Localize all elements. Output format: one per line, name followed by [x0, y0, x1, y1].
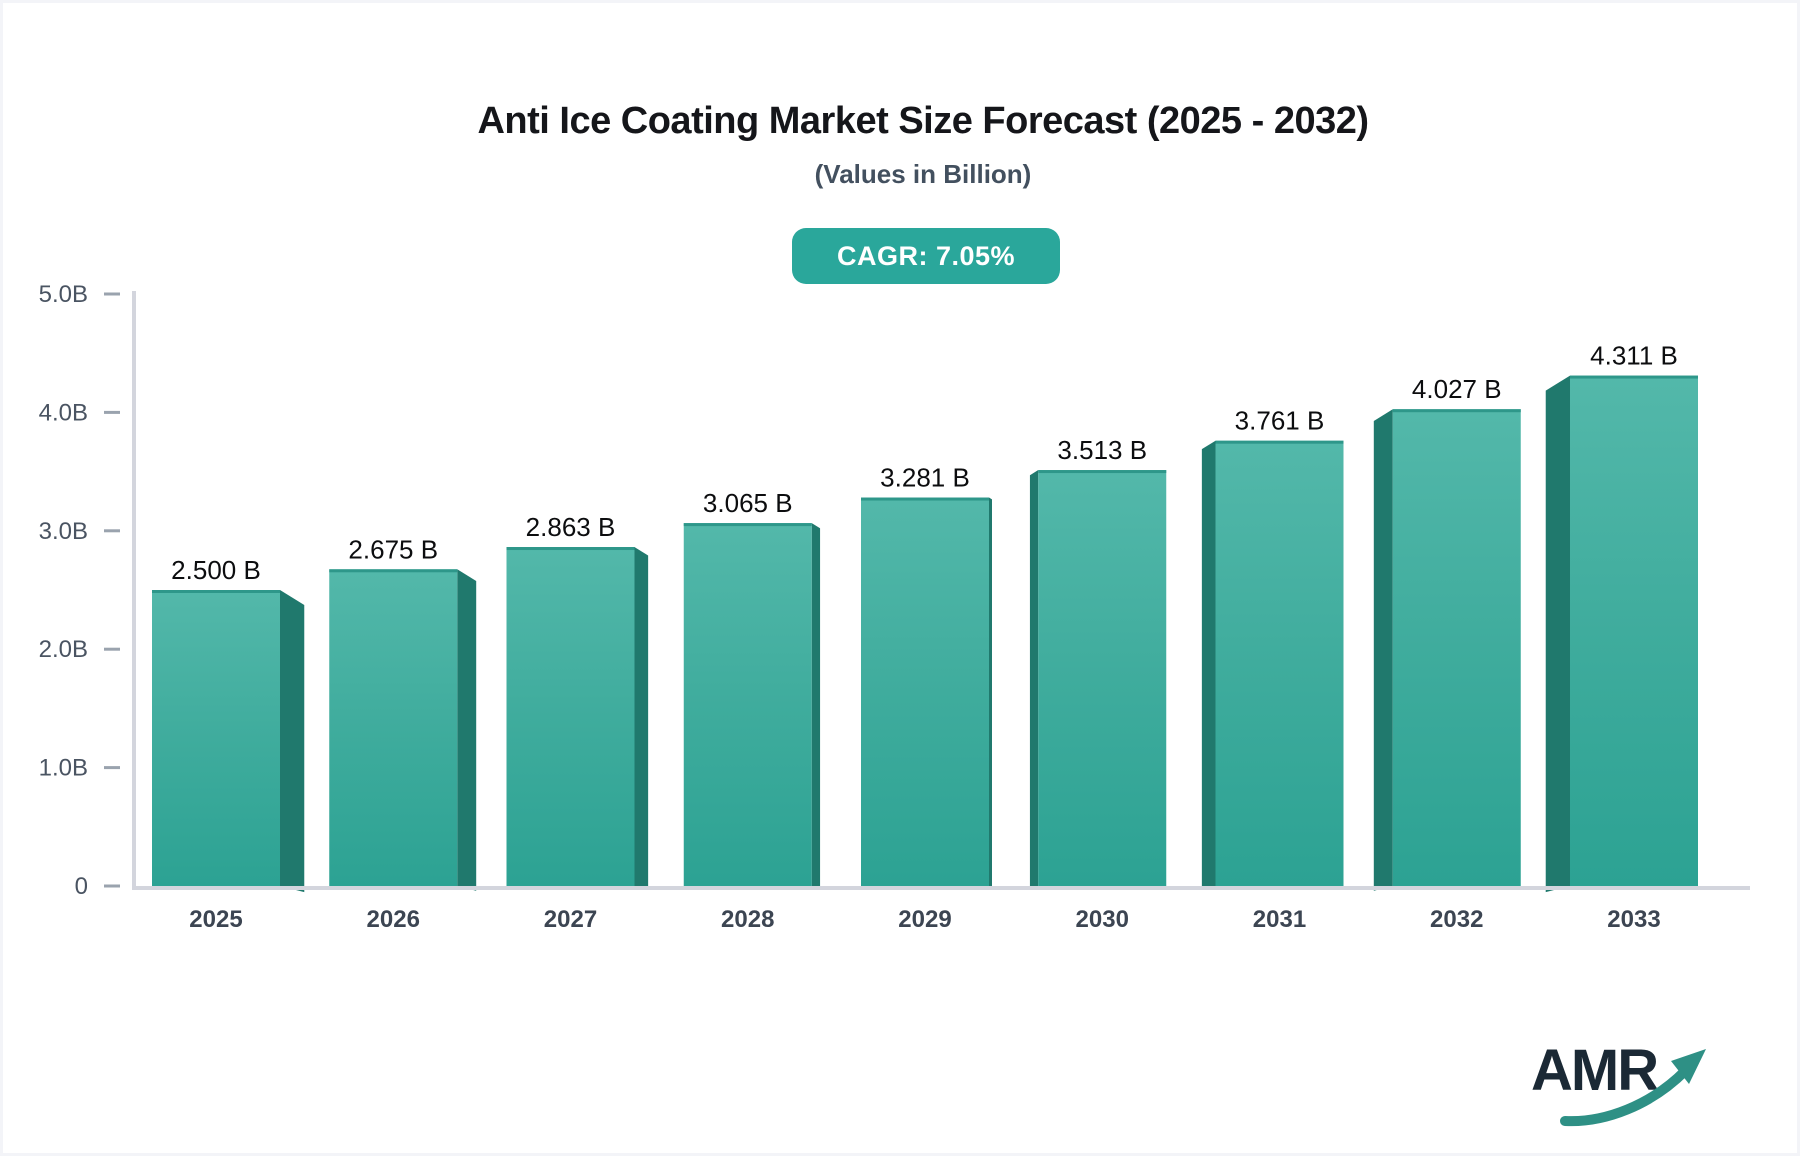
- bar-2031: [1215, 440, 1344, 887]
- bar-top-edge-2033: [1570, 375, 1698, 379]
- bar-top-edge-2025: [152, 590, 280, 593]
- bar-side-2033: [1545, 375, 1570, 893]
- x-category-label-2028: 2028: [721, 906, 774, 933]
- bar-side-2030: [1029, 470, 1039, 889]
- bar-value-label: 3.761 B: [1235, 406, 1325, 436]
- chart-header: Anti Ice Coating Market Size Forecast (2…: [49, 3, 1797, 190]
- chart-subtitle: (Values in Billion): [814, 159, 1032, 189]
- y-tick-label: 5.0B: [39, 281, 88, 308]
- bar-top-edge-2031: [1215, 440, 1344, 444]
- bar-side-2028: [811, 523, 821, 889]
- bar-value-label: 4.311 B: [1590, 341, 1678, 371]
- bar-value-label: 3.065 B: [703, 488, 793, 518]
- bar-value-label: 4.027 B: [1412, 374, 1502, 404]
- y-tick-label: 4.0B: [39, 399, 88, 426]
- x-category-label-2033: 2033: [1607, 906, 1660, 933]
- bar-value-label: 2.675 B: [348, 534, 438, 564]
- bar-value-label: 2.863 B: [526, 512, 616, 542]
- bar-2025: [152, 590, 280, 887]
- bar-value-label: 3.513 B: [1057, 435, 1147, 465]
- x-category-label-2032: 2032: [1430, 906, 1483, 933]
- bar-top-edge-2029: [861, 497, 989, 501]
- bar-top-edge-2028: [683, 523, 812, 527]
- brand-logo: AMR: [1531, 1037, 1791, 1137]
- chart-title: Anti Ice Coating Market Size Forecast (2…: [477, 100, 1369, 142]
- y-tick-label: 0: [75, 873, 88, 900]
- bar-top-edge-2026: [329, 569, 458, 573]
- bar-side-2032: [1373, 409, 1393, 891]
- bar-2026: [329, 569, 458, 887]
- bar-2027: [506, 547, 635, 887]
- bar-top-edge-2032: [1392, 409, 1521, 413]
- y-tick-label: 1.0B: [39, 755, 88, 782]
- bar-2028: [683, 523, 812, 887]
- bar-chart: 5.0B 4.0B 3.0B 2.0B 1.0B 0 2.500 B 2025 2.675 B 2…: [39, 281, 1750, 933]
- x-category-label-2029: 2029: [898, 906, 951, 933]
- growth-arrow-icon: [1560, 1049, 1706, 1127]
- brand-logo-text: AMR: [1531, 1038, 1659, 1103]
- x-category-label-2027: 2027: [544, 906, 597, 933]
- bar-value-label: 2.500 B: [171, 555, 261, 585]
- bar-side-2025: [280, 590, 305, 893]
- bar-side-2029: [989, 497, 992, 887]
- bar-2032: [1392, 409, 1521, 887]
- y-tick-label: 2.0B: [39, 636, 88, 663]
- bar-top-edge-2030: [1038, 470, 1167, 474]
- x-category-label-2031: 2031: [1253, 906, 1306, 933]
- cagr-badge-label: CAGR: 7.05%: [836, 240, 1016, 271]
- y-tick-label: 3.0B: [39, 518, 88, 545]
- bar-2033: [1570, 375, 1698, 887]
- bar-top-edge-2027: [506, 547, 635, 551]
- x-category-label-2025: 2025: [189, 906, 242, 933]
- bar-side-2031: [1201, 440, 1216, 890]
- bar-side-2026: [457, 569, 477, 891]
- bar-2029: [861, 497, 989, 887]
- bar-side-2027: [634, 547, 649, 890]
- x-category-label-2030: 2030: [1076, 906, 1129, 933]
- bar-value-label: 3.281 B: [880, 463, 970, 493]
- x-category-label-2026: 2026: [367, 906, 420, 933]
- cagr-badge: CAGR: 7.05%: [792, 228, 1060, 284]
- bar-2030: [1038, 470, 1167, 887]
